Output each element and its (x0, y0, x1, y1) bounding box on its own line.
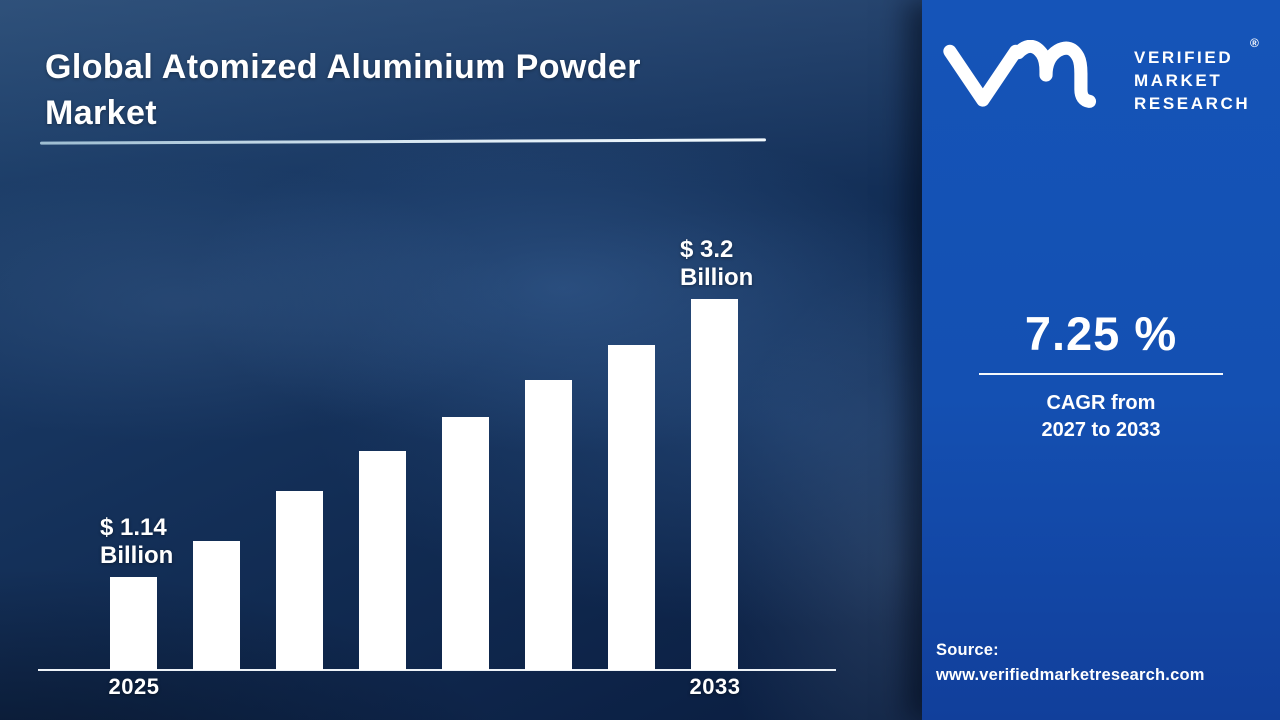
cagr-divider (979, 373, 1223, 375)
bar-year-4 (359, 451, 406, 670)
page-title-line2: Market (45, 94, 158, 132)
x-axis-label-2025: 2025 (108, 674, 160, 699)
vmr-logo: VERIFIED MARKET RESEARCH ® (940, 30, 1262, 116)
cagr-caption-line2: 2027 to 2033 (1041, 419, 1161, 441)
x-axis-line (38, 669, 836, 671)
source-block: Source: www.verifiedmarketresearch.com (936, 638, 1205, 688)
source-url-link[interactable]: www.verifiedmarketresearch.com (936, 666, 1205, 684)
brand-line-market: MARKET (1134, 71, 1223, 90)
page-title-line1: Global Atomized Aluminium Powder (45, 48, 641, 86)
cagr-value: 7.25 % (1024, 307, 1178, 360)
bar-year-6 (525, 380, 572, 670)
bar-year-7 (608, 345, 655, 670)
cagr-caption: CAGR from 2027 to 2033 (922, 390, 1280, 444)
last-bar-value-label: $ 3.2 Billion (680, 236, 753, 292)
brand-panel: VERIFIED MARKET RESEARCH ® 7.25 % CAGR f… (922, 0, 1280, 720)
bar-2033 (691, 299, 738, 670)
page-title: Global Atomized Aluminium Powder Market (45, 44, 805, 136)
cagr-caption-line1: CAGR from (1046, 392, 1156, 414)
brand-name: VERIFIED MARKET RESEARCH (1134, 46, 1250, 115)
first-bar-value-label: $ 1.14 Billion (100, 514, 173, 570)
brand-line-research: RESEARCH (1134, 94, 1251, 113)
vmr-monogram-icon (943, 40, 1097, 108)
registered-trademark-icon: ® (1250, 36, 1259, 50)
bar-year-3 (276, 491, 323, 670)
source-label: Source: (936, 641, 999, 659)
last-bar-value-line2: Billion (680, 264, 754, 291)
last-bar-value-line1: $ 3.2 (680, 236, 734, 263)
brand-line-verified: VERIFIED (1134, 48, 1234, 67)
bar-2025 (110, 577, 157, 670)
first-bar-value-line2: Billion (100, 542, 174, 569)
first-bar-value-line1: $ 1.14 (100, 514, 167, 541)
bar-year-5 (442, 417, 489, 670)
bar-year-2 (193, 541, 240, 670)
x-axis-label-2033: 2033 (689, 674, 741, 699)
